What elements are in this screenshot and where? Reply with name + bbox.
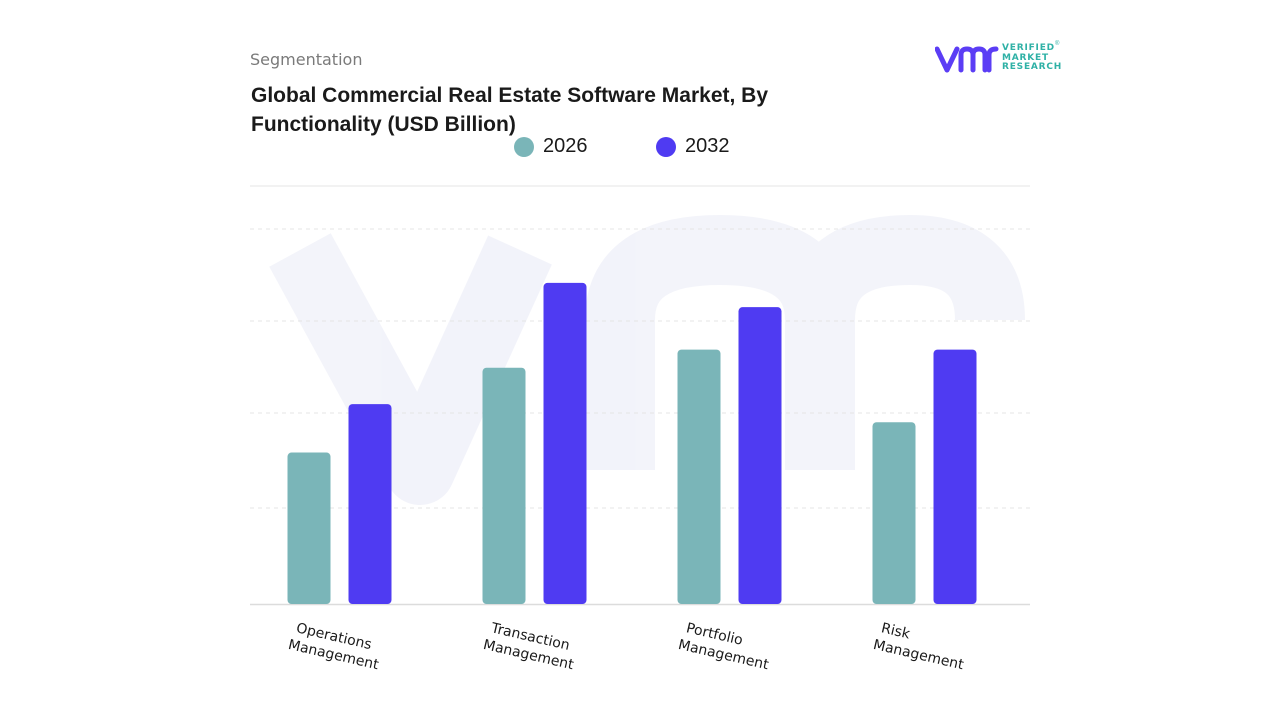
bar-2026-transaction-management: [482, 367, 526, 604]
bar-2032-risk-management: [933, 349, 977, 604]
legend-item-2026: 2026: [514, 135, 588, 158]
category-label-portfolio-management: PortfolioManagement: [677, 619, 775, 673]
bar-2026-operations-management: [287, 452, 331, 604]
legend-swatch-2026: [514, 136, 534, 157]
bar-2026-portfolio-management: [677, 349, 721, 604]
segmentation-label: Segmentation: [250, 50, 363, 69]
logo-line-market: MARKET: [1002, 52, 1049, 63]
legend-label-2026: 2026: [543, 135, 588, 157]
category-label-transaction-management: TransactionManagement: [482, 619, 580, 673]
bar-2032-operations-management: [348, 404, 392, 604]
vmr-logo-text: VERIFIED MARKET RESEARCH: [1002, 43, 1063, 73]
legend-item-2032: 2032: [656, 135, 730, 158]
logo-line-research: RESEARCH: [1002, 62, 1063, 72]
watermark-logo: [269, 214, 1025, 505]
bar-2032-portfolio-management: [738, 307, 782, 604]
category-labels: OperationsManagement TransactionManagemen…: [287, 619, 970, 673]
bars: [287, 282, 977, 604]
category-label-operations-management: OperationsManagement: [287, 619, 385, 673]
vmr-logo-icon: [935, 46, 999, 73]
legend-label-2032: 2032: [685, 135, 730, 157]
bar-2032-transaction-management: [543, 282, 587, 604]
bar-2026-risk-management: [872, 422, 916, 604]
category-label-risk-management: RiskManagement: [872, 619, 970, 673]
legend-swatch-2032: [656, 136, 676, 157]
logo-line-verified: VERIFIED: [1002, 43, 1055, 53]
registered-mark: ®: [1055, 41, 1060, 47]
chart-title: Global Commercial Real Estate Software M…: [251, 84, 769, 136]
